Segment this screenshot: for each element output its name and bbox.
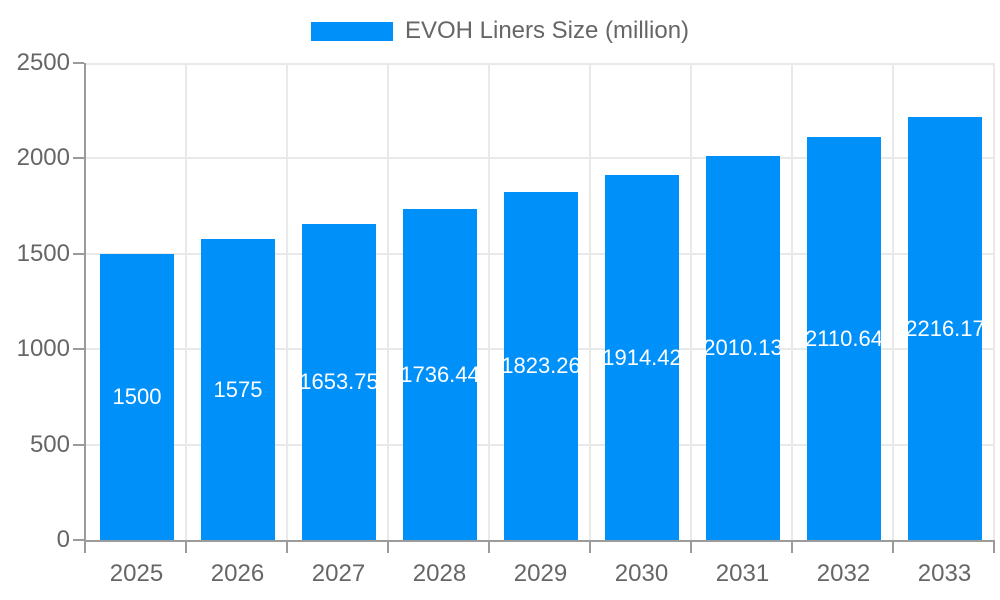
bar[interactable]: 1575 bbox=[201, 239, 275, 540]
y-axis-tick bbox=[73, 157, 84, 159]
y-axis-tick bbox=[73, 348, 84, 350]
legend[interactable]: EVOH Liners Size (million) bbox=[0, 17, 1000, 44]
x-tick-label: 2026 bbox=[210, 560, 265, 587]
bar-value-label: 1575 bbox=[213, 376, 263, 402]
bar-value-label: 1736.44 bbox=[403, 361, 477, 387]
grid-line-horizontal bbox=[86, 157, 995, 159]
grid-line-vertical bbox=[589, 63, 591, 540]
bar[interactable]: 1914.42 bbox=[605, 175, 679, 540]
legend-swatch-icon bbox=[310, 21, 393, 41]
bar[interactable]: 1736.44 bbox=[403, 209, 477, 540]
bar-value-label: 1823.26 bbox=[504, 353, 578, 378]
legend-label: EVOH Liners Size (million) bbox=[404, 17, 690, 44]
x-axis-tick bbox=[690, 542, 692, 553]
plot-area: 1500 1575 1653.75 1736.44 1823.26 1914.42 2010… bbox=[86, 63, 995, 540]
bar-value-label: 2010.13 bbox=[706, 335, 780, 360]
y-tick-label: 1000 bbox=[16, 335, 70, 362]
bar[interactable]: 1653.75 bbox=[302, 224, 376, 540]
bar-value-label: 2110.64 bbox=[807, 325, 881, 351]
y-tick-label: 1500 bbox=[16, 240, 70, 267]
x-axis-tick bbox=[84, 542, 86, 553]
bar[interactable]: 1500 bbox=[100, 254, 174, 540]
grid-line-vertical bbox=[993, 63, 995, 540]
grid-line-vertical bbox=[286, 63, 288, 540]
grid-line-vertical bbox=[690, 63, 692, 540]
y-tick-label: 2000 bbox=[16, 144, 70, 171]
x-axis-tick bbox=[892, 542, 894, 553]
bar-value-label: 1500 bbox=[112, 384, 162, 409]
grid-line-vertical bbox=[387, 63, 389, 540]
x-tick-label: 2025 bbox=[109, 560, 164, 587]
y-axis-tick bbox=[73, 539, 84, 541]
x-tick-label: 2028 bbox=[412, 560, 467, 587]
x-axis-tick bbox=[791, 542, 793, 553]
grid-line-vertical bbox=[892, 63, 894, 540]
bar[interactable]: 2010.13 bbox=[706, 156, 780, 540]
x-tick-label: 2030 bbox=[614, 560, 669, 587]
bar-value-label: 2216.17 bbox=[908, 315, 982, 341]
x-tick-label: 2033 bbox=[917, 560, 972, 587]
x-axis-tick bbox=[185, 542, 187, 553]
bar[interactable]: 2216.17 bbox=[908, 117, 982, 540]
y-tick-label: 0 bbox=[56, 526, 70, 553]
grid-line-horizontal bbox=[86, 63, 995, 65]
x-tick-label: 2031 bbox=[715, 560, 770, 587]
grid-line-vertical bbox=[488, 63, 490, 540]
x-axis-tick bbox=[589, 542, 591, 553]
bar-value-label: 1914.42 bbox=[605, 344, 679, 370]
x-tick-label: 2029 bbox=[513, 560, 568, 587]
y-axis-tick bbox=[73, 62, 84, 64]
bar[interactable]: 1823.26 bbox=[504, 192, 578, 540]
y-axis-tick bbox=[73, 444, 84, 446]
x-axis-line bbox=[84, 540, 995, 542]
x-axis-tick bbox=[286, 542, 288, 553]
y-tick-label: 2500 bbox=[16, 49, 70, 76]
x-axis-tick bbox=[488, 542, 490, 553]
grid-line-vertical bbox=[185, 63, 187, 540]
x-tick-label: 2032 bbox=[816, 560, 871, 587]
bar-value-label: 1653.75 bbox=[302, 369, 376, 394]
x-tick-label: 2027 bbox=[311, 560, 366, 587]
x-axis-tick bbox=[387, 542, 389, 553]
y-axis-line bbox=[84, 63, 86, 542]
y-axis-tick bbox=[73, 253, 84, 255]
x-axis-tick bbox=[993, 542, 995, 553]
bar[interactable]: 2110.64 bbox=[807, 137, 881, 540]
y-tick-label: 500 bbox=[29, 431, 70, 458]
grid-line-vertical bbox=[791, 63, 793, 540]
